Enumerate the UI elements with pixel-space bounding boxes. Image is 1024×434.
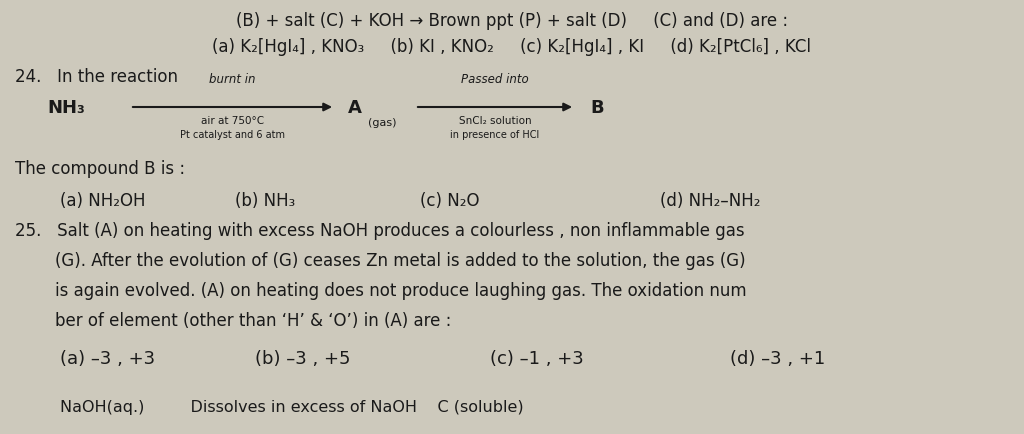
Text: (G). After the evolution of (G) ceases Zn metal is added to the solution, the ga: (G). After the evolution of (G) ceases Z… — [55, 251, 745, 270]
Text: ber of element (other than ‘H’ & ‘O’) in (A) are :: ber of element (other than ‘H’ & ‘O’) in… — [55, 311, 452, 329]
Text: A: A — [348, 99, 361, 117]
Text: SnCl₂ solution: SnCl₂ solution — [459, 116, 531, 126]
Text: is again evolved. (A) on heating does not produce laughing gas. The oxidation nu: is again evolved. (A) on heating does no… — [55, 281, 746, 299]
Text: (d) NH₂–NH₂: (d) NH₂–NH₂ — [660, 191, 761, 210]
Text: (b) NH₃: (b) NH₃ — [234, 191, 295, 210]
Text: (B) + salt (C) + KOH → Brown ppt (P) + salt (D)     (C) and (D) are :: (B) + salt (C) + KOH → Brown ppt (P) + s… — [236, 12, 788, 30]
Text: burnt in: burnt in — [209, 73, 256, 86]
Text: air at 750°C: air at 750°C — [201, 116, 264, 126]
Text: (gas): (gas) — [368, 118, 396, 128]
Text: The compound B is :: The compound B is : — [15, 160, 185, 178]
Text: B: B — [590, 99, 603, 117]
Text: NaOH(aq.)         Dissolves in excess of NaOH    C (soluble): NaOH(aq.) Dissolves in excess of NaOH C … — [60, 399, 523, 414]
Text: Pt catalyst and 6 atm: Pt catalyst and 6 atm — [180, 130, 285, 140]
Text: (c) N₂O: (c) N₂O — [420, 191, 479, 210]
Text: NH₃: NH₃ — [47, 99, 85, 117]
Text: (c) –1 , +3: (c) –1 , +3 — [490, 349, 584, 367]
Text: (b) –3 , +5: (b) –3 , +5 — [255, 349, 350, 367]
Text: (a) –3 , +3: (a) –3 , +3 — [60, 349, 155, 367]
Text: Passed into: Passed into — [461, 73, 528, 86]
Text: in presence of HCl: in presence of HCl — [451, 130, 540, 140]
Text: 24.   In the reaction: 24. In the reaction — [15, 68, 178, 86]
Text: 25.   Salt (A) on heating with excess NaOH produces a colourless , non inflammab: 25. Salt (A) on heating with excess NaOH… — [15, 221, 744, 240]
Text: (a) K₂[HgI₄] , KNO₃     (b) KI , KNO₂     (c) K₂[HgI₄] , KI     (d) K₂[PtCl₆] , : (a) K₂[HgI₄] , KNO₃ (b) KI , KNO₂ (c) K₂… — [213, 38, 811, 56]
Text: (a) NH₂OH: (a) NH₂OH — [60, 191, 145, 210]
Text: (d) –3 , +1: (d) –3 , +1 — [730, 349, 825, 367]
